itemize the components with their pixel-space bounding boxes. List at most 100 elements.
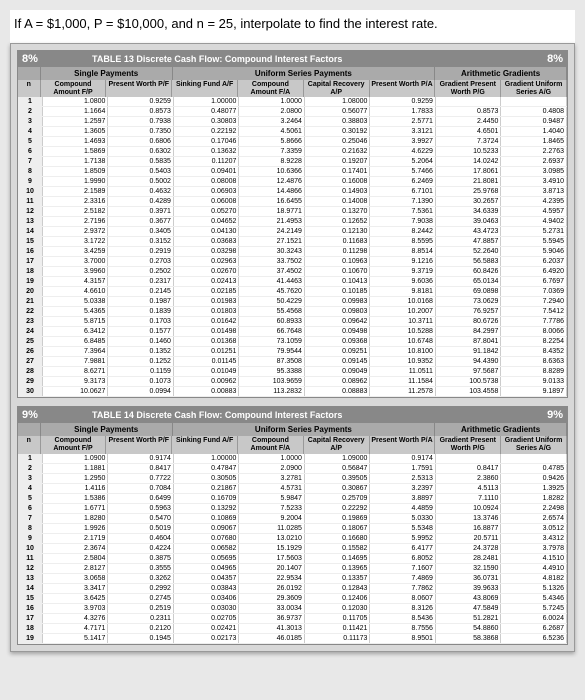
table-cell: 0.09642 xyxy=(304,317,370,327)
table-cell: 17 xyxy=(18,257,42,267)
table-cell: 1.1881 xyxy=(42,463,108,473)
table-cell: 20.1407 xyxy=(239,563,305,573)
table-cell: 6.2687 xyxy=(501,623,567,633)
table-cell: 14 xyxy=(18,227,42,237)
table-cell: 0.8417 xyxy=(108,463,174,473)
table-cell: 5 xyxy=(18,137,42,147)
table-row: 184.71710.21200.0242141.30130.114218.755… xyxy=(18,623,567,633)
table-cell: 1.4040 xyxy=(501,127,567,137)
col-ap: Capital Recovery A/P xyxy=(304,80,370,97)
table-cell: 2.3860 xyxy=(435,473,501,483)
table-cell: 5.5945 xyxy=(501,237,567,247)
table-cell: 60.8426 xyxy=(435,267,501,277)
table-cell: 7.2940 xyxy=(501,297,567,307)
table-cell: 0.21632 xyxy=(304,147,370,157)
table-row: 122.51820.39710.0527018.97710.132707.536… xyxy=(18,207,567,217)
table-row: 31.29500.77220.305053.27810.395052.53132… xyxy=(18,473,567,483)
table-cell: 2 xyxy=(18,463,42,473)
table-cell: 0.15582 xyxy=(304,543,370,553)
table-cell: 0.14008 xyxy=(304,197,370,207)
table-cell: 0.12843 xyxy=(304,583,370,593)
table-cell: 33.7502 xyxy=(239,257,305,267)
table-cell: 0.10670 xyxy=(304,267,370,277)
table-cell: 37.4502 xyxy=(239,267,305,277)
table-cell: 0.4632 xyxy=(108,187,174,197)
table-cell: 16 xyxy=(18,247,42,257)
table-row: 21.18810.84170.478472.09000.568471.75910… xyxy=(18,463,567,473)
table-cell: 1.0000 xyxy=(239,454,305,464)
table-cell: 0.6499 xyxy=(108,493,174,503)
table-cell: 94.4390 xyxy=(435,357,501,367)
table-cell: 5.9952 xyxy=(370,533,436,543)
table-cell: 19 xyxy=(18,633,42,643)
table-cell: 0.8573 xyxy=(108,107,174,117)
table-cell: 0.9259 xyxy=(108,97,174,107)
col-fp: Compound Amount F/P xyxy=(41,80,107,97)
table-cell: 0.9174 xyxy=(370,454,436,464)
table-13-pct-left: 8% xyxy=(22,53,52,65)
table-cell: 0.03298 xyxy=(173,247,239,257)
table-13-title: TABLE 13 Discrete Cash Flow: Compound In… xyxy=(52,54,533,64)
table-cell: 5.4346 xyxy=(501,593,567,603)
table-cell: 0.7938 xyxy=(108,117,174,127)
table-cell: 9.8181 xyxy=(370,287,436,297)
table-cell: 0.30867 xyxy=(304,483,370,493)
table-cell: 16.8877 xyxy=(435,523,501,533)
table-cell: 0.2502 xyxy=(108,267,174,277)
table-cell: 15 xyxy=(18,237,42,247)
table-cell: 0.3971 xyxy=(108,207,174,217)
table-cell: 0.22192 xyxy=(173,127,239,137)
table-cell: 39.0463 xyxy=(435,217,501,227)
table-cell: 10.0924 xyxy=(435,503,501,513)
table-cell: 6.5236 xyxy=(501,633,567,643)
table-cell: 2.2763 xyxy=(501,147,567,157)
table-cell: 0.06903 xyxy=(173,187,239,197)
table-cell: 5.8666 xyxy=(239,137,305,147)
table-cell: 7.4869 xyxy=(370,573,436,583)
table-row: 51.53860.64990.167095.98470.257093.88977… xyxy=(18,493,567,503)
table-cell: 0.2745 xyxy=(108,593,174,603)
table-cell: 6.4920 xyxy=(501,267,567,277)
table-row: 122.81270.35550.0496520.14070.139657.160… xyxy=(18,563,567,573)
table-cell: 9.6036 xyxy=(370,277,436,287)
table-cell: 4.7171 xyxy=(42,623,108,633)
table-cell: 3.3417 xyxy=(42,583,108,593)
table-cell: 5.2064 xyxy=(370,157,436,167)
table-cell: 4.5731 xyxy=(239,483,305,493)
table-row: 91.99900.50020.0800812.48760.160086.2469… xyxy=(18,177,567,187)
table-cell: 15 xyxy=(18,593,42,603)
table-cell: 0.12130 xyxy=(304,227,370,237)
table-13-body: 11.08000.92591.000001.00001.080000.92592… xyxy=(18,97,567,397)
table-cell: 0.4808 xyxy=(501,107,567,117)
table-row: 41.36050.73500.221924.50610.301923.31214… xyxy=(18,127,567,137)
table-row: 163.97030.25190.0303033.00340.120308.312… xyxy=(18,603,567,613)
table-cell: 28.2481 xyxy=(435,553,501,563)
table-cell: 0.01049 xyxy=(173,367,239,377)
table-row: 11.09000.91741.000001.00001.090000.9174 xyxy=(18,454,567,464)
table-cell: 24.2149 xyxy=(239,227,305,237)
table-cell: 0.5002 xyxy=(108,177,174,187)
table-cell: 0.06582 xyxy=(173,543,239,553)
table-row: 143.34170.29920.0384326.01920.128437.786… xyxy=(18,583,567,593)
table-row: 215.03380.19870.0198350.42290.0998310.01… xyxy=(18,297,567,307)
table-cell: 84.2997 xyxy=(435,327,501,337)
table-cell: 13 xyxy=(18,573,42,583)
table-row: 277.98810.12520.0114587.35080.0914510.93… xyxy=(18,357,567,367)
table-cell: 0.18067 xyxy=(304,523,370,533)
table-cell: 0.13632 xyxy=(173,147,239,157)
table-cell: 58.3868 xyxy=(435,633,501,643)
table-cell: 22.9534 xyxy=(239,573,305,583)
table-cell: 0.08883 xyxy=(304,387,370,397)
table-cell: 34.6339 xyxy=(435,207,501,217)
table-cell: 0.12030 xyxy=(304,603,370,613)
table-cell xyxy=(435,454,501,464)
table-cell: 0.5470 xyxy=(108,513,174,523)
table-row: 225.43650.18390.0180355.45680.0980310.20… xyxy=(18,307,567,317)
table-cell: 0.09145 xyxy=(304,357,370,367)
table-cell: 1.7138 xyxy=(42,157,108,167)
table-row: 21.16640.85730.480772.08000.560771.78330… xyxy=(18,107,567,117)
table-cell: 0.09983 xyxy=(304,297,370,307)
table-cell: 3.4259 xyxy=(42,247,108,257)
col-pg: Gradient Present Worth P/G xyxy=(435,436,501,453)
table-cell: 0.9174 xyxy=(108,454,174,464)
